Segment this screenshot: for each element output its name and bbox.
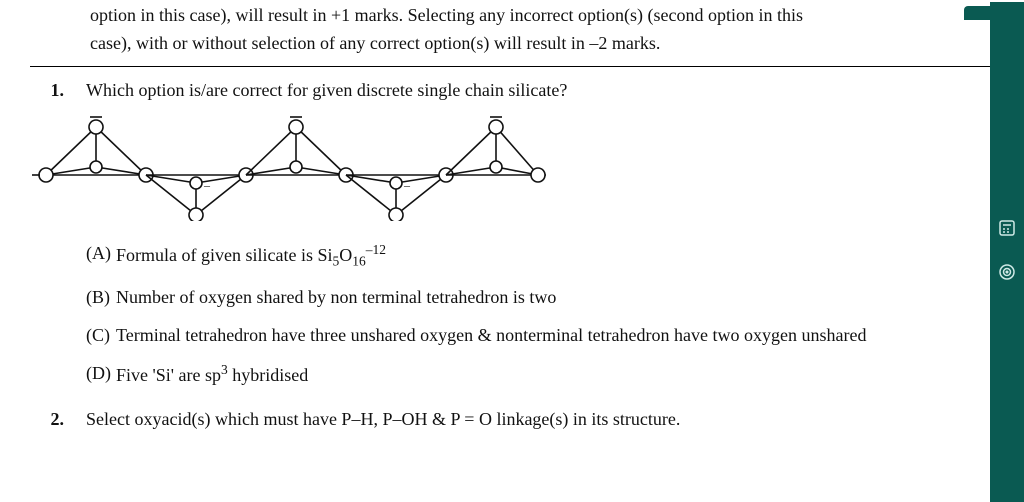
- question-1: 1. Which option is/are correct for given…: [90, 77, 996, 388]
- instruction-line-2: case), with or without selection of any …: [90, 30, 996, 56]
- option-C-text: Terminal tetrahedron have three unshared…: [116, 325, 866, 345]
- option-A-letter: (A): [86, 240, 111, 266]
- option-D-letter: (D): [86, 360, 111, 386]
- option-B-text: Number of oxygen shared by non terminal …: [116, 287, 556, 307]
- question-1-stem: Which option is/are correct for given di…: [86, 77, 996, 103]
- svg-text:–: –: [203, 178, 211, 192]
- option-D-text: Five 'Si' are sp3 hybridised: [116, 365, 308, 385]
- option-A[interactable]: (A) Formula of given silicate is Si5O16–…: [86, 240, 996, 271]
- question-1-number: 1.: [40, 77, 64, 103]
- option-B[interactable]: (B) Number of oxygen shared by non termi…: [86, 284, 996, 310]
- sidebar-tab: [964, 6, 1024, 20]
- question-2: 2. Select oxyacid(s) which must have P–H…: [90, 406, 996, 432]
- option-B-letter: (B): [86, 284, 110, 310]
- target-icon[interactable]: [998, 262, 1016, 288]
- question-2-stem: Select oxyacid(s) which must have P–H, P…: [86, 406, 996, 432]
- instruction-line-1: option in this case), will result in +1 …: [90, 2, 996, 28]
- question-2-number: 2.: [40, 406, 64, 432]
- option-A-text: Formula of given silicate is Si5O16–12: [116, 245, 386, 265]
- sidebar: [990, 2, 1024, 502]
- calculator-icon[interactable]: [998, 218, 1016, 244]
- divider: [30, 66, 996, 67]
- svg-text:–: –: [403, 178, 411, 192]
- option-C[interactable]: (C) Terminal tetrahedron have three unsh…: [86, 322, 996, 348]
- silicate-chain-diagram: –: [26, 109, 996, 228]
- option-D[interactable]: (D) Five 'Si' are sp3 hybridised: [86, 360, 996, 388]
- option-C-letter: (C): [86, 322, 110, 348]
